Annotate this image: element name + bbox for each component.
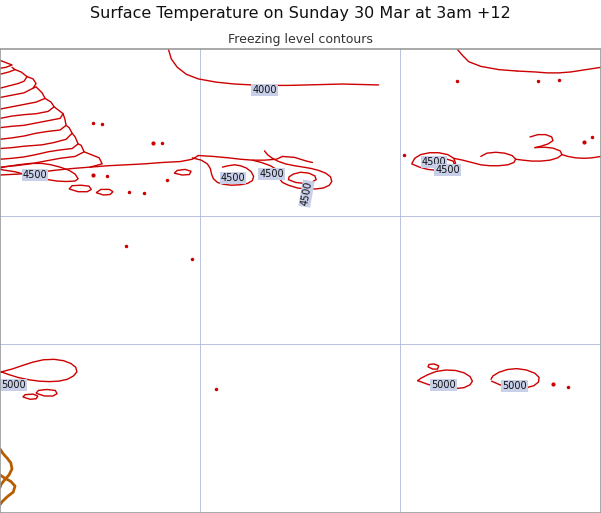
Text: Freezing level contours: Freezing level contours	[228, 33, 373, 47]
Text: 5000: 5000	[432, 380, 456, 390]
Text: 5000: 5000	[1, 380, 25, 390]
Text: Surface Temperature on Sunday 30 Mar at 3am +12: Surface Temperature on Sunday 30 Mar at …	[90, 6, 511, 21]
Text: 4500: 4500	[436, 165, 460, 175]
Text: 4500: 4500	[260, 169, 284, 179]
Text: 4500: 4500	[299, 181, 314, 207]
Text: 4500: 4500	[422, 156, 446, 167]
Text: 5000: 5000	[502, 381, 526, 391]
Text: 4500: 4500	[23, 170, 47, 180]
Text: 4000: 4000	[252, 85, 276, 94]
Text: 4500: 4500	[221, 173, 245, 183]
